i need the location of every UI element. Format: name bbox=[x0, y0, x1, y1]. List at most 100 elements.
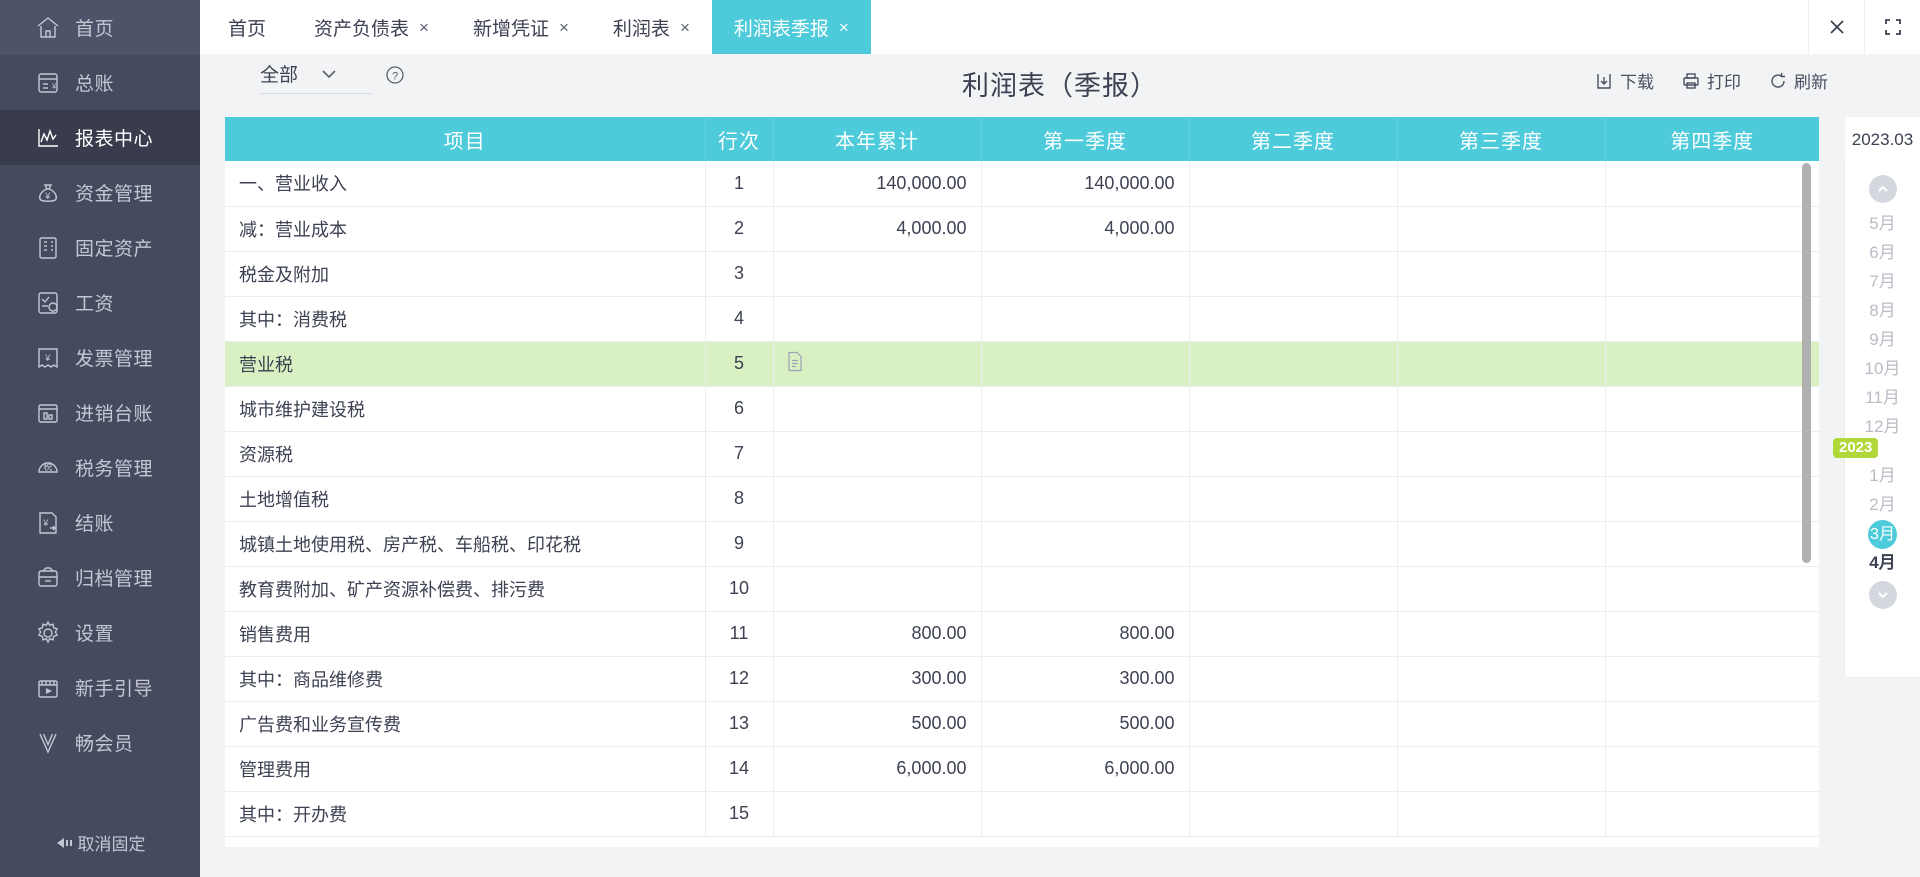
cell-q1[interactable] bbox=[981, 476, 1190, 522]
cell-q3[interactable] bbox=[1397, 431, 1606, 477]
cell-item[interactable]: 资源税 bbox=[225, 431, 706, 477]
cell-q4[interactable] bbox=[1605, 341, 1819, 387]
cell-ytd[interactable] bbox=[773, 791, 982, 837]
sidebar-item-10[interactable]: 归档管理 bbox=[0, 550, 200, 605]
cell-q3[interactable] bbox=[1397, 296, 1606, 342]
cell-q1[interactable]: 500.00 bbox=[981, 701, 1190, 747]
table-header-cell-5[interactable]: 第三季度 bbox=[1397, 117, 1606, 161]
cell-ytd[interactable] bbox=[773, 521, 982, 567]
sidebar-item-5[interactable]: 工资 bbox=[0, 275, 200, 330]
sidebar-item-2[interactable]: 报表中心 bbox=[0, 110, 200, 165]
cell-q4[interactable] bbox=[1605, 161, 1819, 207]
toolbar-printer-button[interactable]: 打印 bbox=[1682, 68, 1741, 93]
tab-2[interactable]: 新增凭证 × bbox=[451, 0, 591, 54]
month-item-1[interactable]: 6月 bbox=[1869, 243, 1896, 262]
period-select[interactable]: 全部 bbox=[260, 60, 372, 94]
cell-item[interactable]: 税金及附加 bbox=[225, 251, 706, 297]
cell-q2[interactable] bbox=[1189, 296, 1398, 342]
cell-q2[interactable] bbox=[1189, 521, 1398, 567]
table-header-cell-0[interactable]: 项目 bbox=[225, 117, 706, 161]
cell-q3[interactable] bbox=[1397, 386, 1606, 432]
cell-q2[interactable] bbox=[1189, 566, 1398, 612]
cell-q4[interactable] bbox=[1605, 521, 1819, 567]
cell-q4[interactable] bbox=[1605, 251, 1819, 297]
tab-close-icon[interactable]: × bbox=[558, 17, 569, 37]
month-item-2[interactable]: 7月 bbox=[1869, 272, 1896, 291]
month-item-5[interactable]: 10月 bbox=[1864, 359, 1901, 378]
cell-q2[interactable] bbox=[1189, 476, 1398, 522]
cell-ytd[interactable] bbox=[773, 566, 982, 612]
cell-q1[interactable] bbox=[981, 251, 1190, 297]
month-item-9[interactable]: 2月 bbox=[1869, 495, 1896, 514]
cell-q4[interactable] bbox=[1605, 611, 1819, 657]
cell-ytd[interactable] bbox=[773, 341, 982, 387]
cell-q1[interactable] bbox=[981, 521, 1190, 567]
table-header-cell-2[interactable]: 本年累计 bbox=[773, 117, 982, 161]
table-row[interactable]: 减：营业成本 2 4,000.00 4,000.00 bbox=[225, 206, 1819, 252]
tab-3[interactable]: 利润表 × bbox=[591, 0, 712, 54]
cell-ytd[interactable]: 4,000.00 bbox=[773, 206, 982, 252]
table-row[interactable]: 一、营业收入 1 140,000.00 140,000.00 bbox=[225, 161, 1819, 207]
table-row[interactable]: 营业税 5 bbox=[225, 341, 1819, 387]
month-item-3[interactable]: 8月 bbox=[1869, 301, 1896, 320]
cell-q3[interactable] bbox=[1397, 791, 1606, 837]
cell-q1[interactable] bbox=[981, 431, 1190, 477]
sidebar-item-8[interactable]: 税 税务管理 bbox=[0, 440, 200, 495]
cell-q1[interactable] bbox=[981, 791, 1190, 837]
cell-item[interactable]: 广告费和业务宣传费 bbox=[225, 701, 706, 747]
cell-item[interactable]: 城市维护建设税 bbox=[225, 386, 706, 432]
tab-close-icon[interactable]: × bbox=[679, 17, 690, 37]
cell-ytd[interactable]: 6,000.00 bbox=[773, 746, 982, 792]
table-row[interactable]: 销售费用 11 800.00 800.00 bbox=[225, 611, 1819, 657]
cell-q1[interactable]: 4,000.00 bbox=[981, 206, 1190, 252]
cell-item[interactable]: 一、营业收入 bbox=[225, 161, 706, 207]
current-period-display[interactable]: 2023.03 bbox=[1845, 117, 1920, 163]
tab-4[interactable]: 利润表季报 × bbox=[711, 0, 871, 54]
cell-q3[interactable] bbox=[1397, 746, 1606, 792]
cell-q3[interactable] bbox=[1397, 341, 1606, 387]
month-item-7[interactable]: 12月 bbox=[1864, 417, 1901, 436]
month-item-10[interactable]: 3月 bbox=[1845, 519, 1920, 549]
table-header-cell-3[interactable]: 第一季度 bbox=[981, 117, 1190, 161]
cell-item[interactable]: 管理费用 bbox=[225, 746, 706, 792]
cell-q4[interactable] bbox=[1605, 431, 1819, 477]
cell-q3[interactable] bbox=[1397, 521, 1606, 567]
cell-item[interactable]: 其中：商品维修费 bbox=[225, 656, 706, 702]
month-item-0[interactable]: 5月 bbox=[1869, 214, 1896, 233]
cell-q2[interactable] bbox=[1189, 341, 1398, 387]
cell-q4[interactable] bbox=[1605, 206, 1819, 252]
month-scroll-up-button[interactable] bbox=[1868, 175, 1897, 203]
sidebar-item-9[interactable]: ¥ 结账 bbox=[0, 495, 200, 550]
cell-item[interactable]: 其中：消费税 bbox=[225, 296, 706, 342]
cell-q4[interactable] bbox=[1605, 476, 1819, 522]
toolbar-download-button[interactable]: 下载 bbox=[1595, 68, 1654, 93]
cell-q2[interactable] bbox=[1189, 431, 1398, 477]
cell-item[interactable]: 减：营业成本 bbox=[225, 206, 706, 252]
tab-0[interactable]: 首页 bbox=[200, 0, 292, 54]
document-note-icon[interactable] bbox=[786, 351, 804, 376]
cell-q2[interactable] bbox=[1189, 386, 1398, 432]
sidebar-item-3[interactable]: ¥ 资金管理 bbox=[0, 165, 200, 220]
toolbar-refresh-button[interactable]: 刷新 bbox=[1769, 68, 1828, 93]
cell-ytd[interactable]: 800.00 bbox=[773, 611, 982, 657]
sidebar-item-12[interactable]: 新手引导 bbox=[0, 660, 200, 715]
cell-ytd[interactable] bbox=[773, 251, 982, 297]
cell-ytd[interactable]: 140,000.00 bbox=[773, 161, 982, 207]
table-row[interactable]: 教育费附加、矿产资源补偿费、排污费 10 bbox=[225, 566, 1819, 612]
window-close-button[interactable] bbox=[1808, 0, 1864, 54]
cell-q4[interactable] bbox=[1605, 656, 1819, 702]
cell-q3[interactable] bbox=[1397, 701, 1606, 747]
sidebar-unpin-button[interactable]: 取消固定 bbox=[0, 830, 200, 855]
cell-q2[interactable] bbox=[1189, 251, 1398, 297]
cell-q1[interactable] bbox=[981, 386, 1190, 432]
cell-q4[interactable] bbox=[1605, 386, 1819, 432]
cell-ytd[interactable] bbox=[773, 296, 982, 342]
cell-q4[interactable] bbox=[1605, 746, 1819, 792]
scrollbar-thumb[interactable] bbox=[1802, 163, 1811, 563]
cell-ytd[interactable]: 300.00 bbox=[773, 656, 982, 702]
month-scroll-down-button[interactable] bbox=[1868, 581, 1897, 609]
cell-item[interactable]: 销售费用 bbox=[225, 611, 706, 657]
tab-close-icon[interactable]: × bbox=[419, 17, 429, 37]
table-header-cell-1[interactable]: 行次 bbox=[705, 117, 774, 161]
tab-1[interactable]: 资产负债表 × bbox=[292, 0, 451, 54]
